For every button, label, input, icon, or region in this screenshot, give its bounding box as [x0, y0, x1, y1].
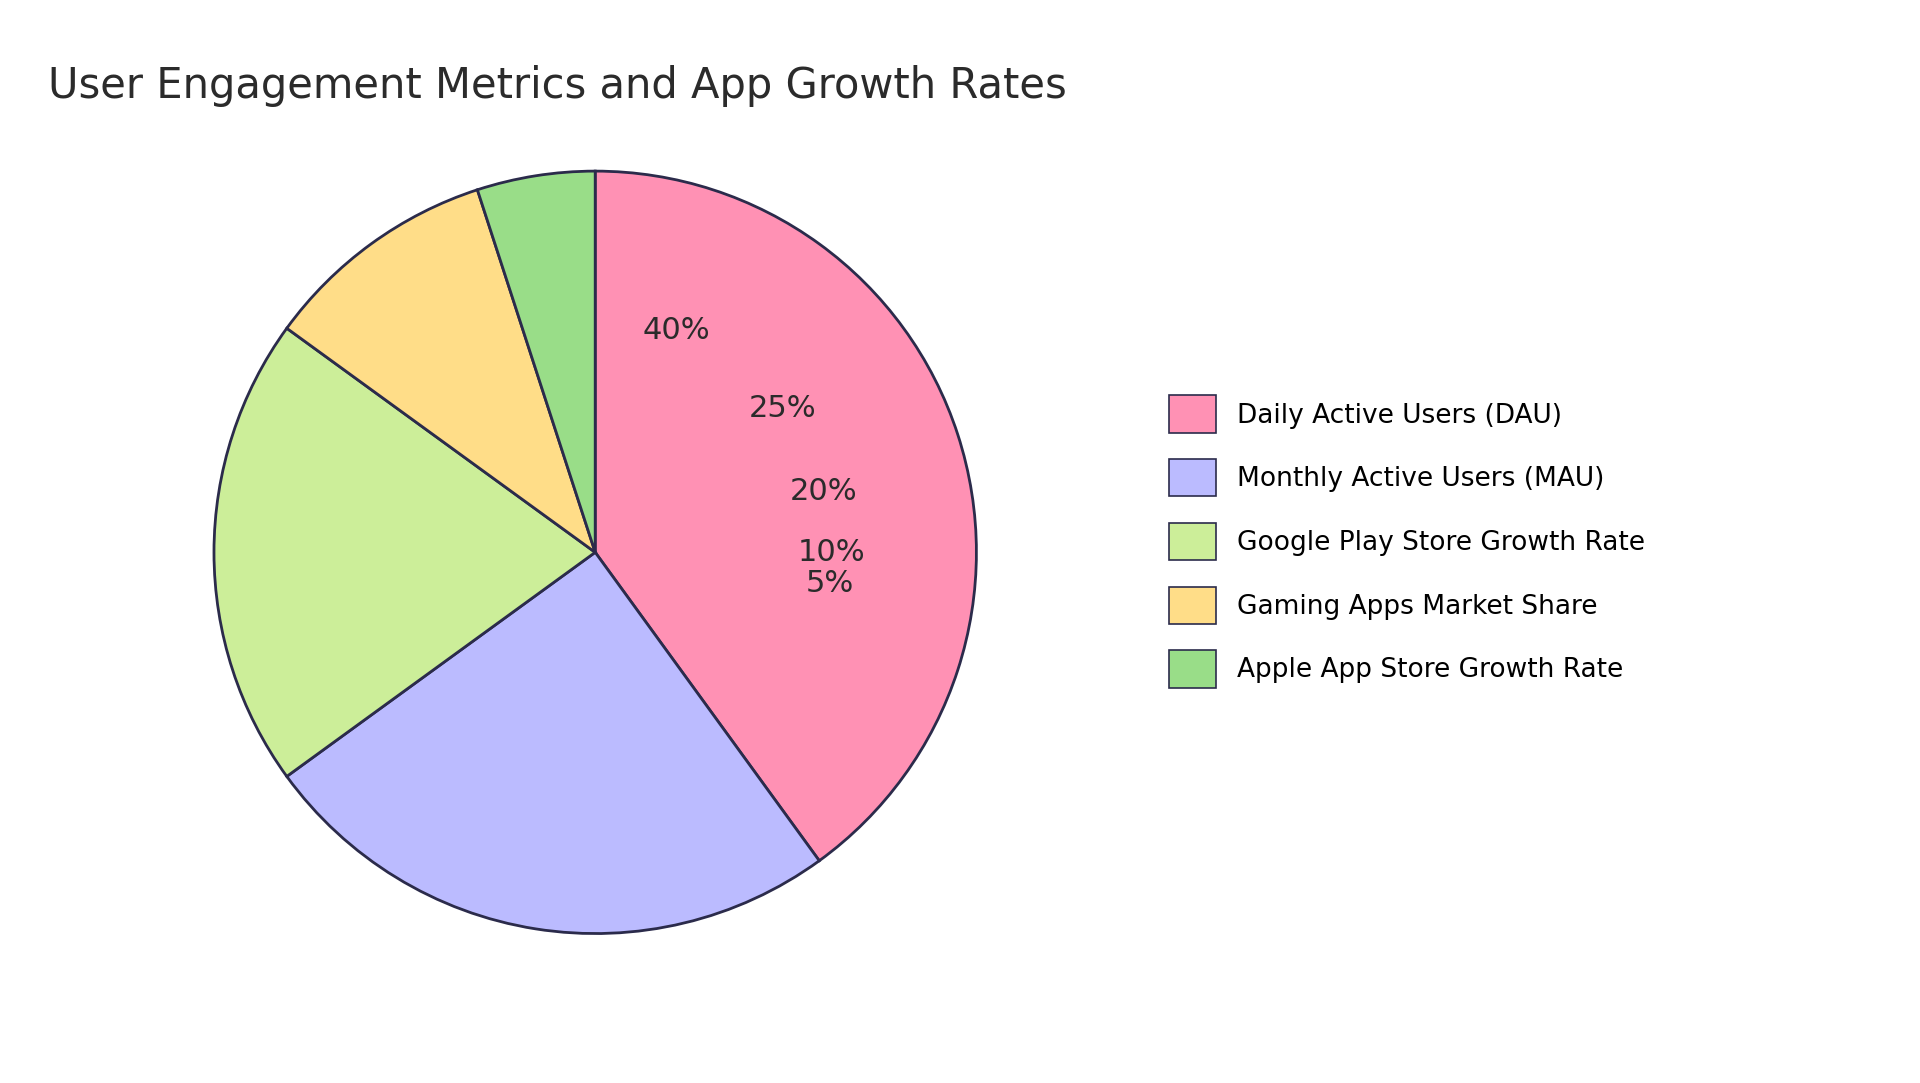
Text: 25%: 25% — [749, 394, 816, 423]
Wedge shape — [213, 328, 595, 777]
Wedge shape — [286, 552, 820, 934]
Text: User Engagement Metrics and App Growth Rates: User Engagement Metrics and App Growth R… — [48, 65, 1068, 107]
Text: 5%: 5% — [804, 569, 854, 598]
Text: 10%: 10% — [797, 538, 866, 566]
Text: 20%: 20% — [789, 477, 858, 506]
Wedge shape — [595, 171, 977, 861]
Legend: Daily Active Users (DAU), Monthly Active Users (MAU), Google Play Store Growth R: Daily Active Users (DAU), Monthly Active… — [1156, 382, 1659, 701]
Wedge shape — [286, 190, 595, 552]
Text: 40%: 40% — [641, 316, 710, 344]
Wedge shape — [478, 171, 595, 552]
